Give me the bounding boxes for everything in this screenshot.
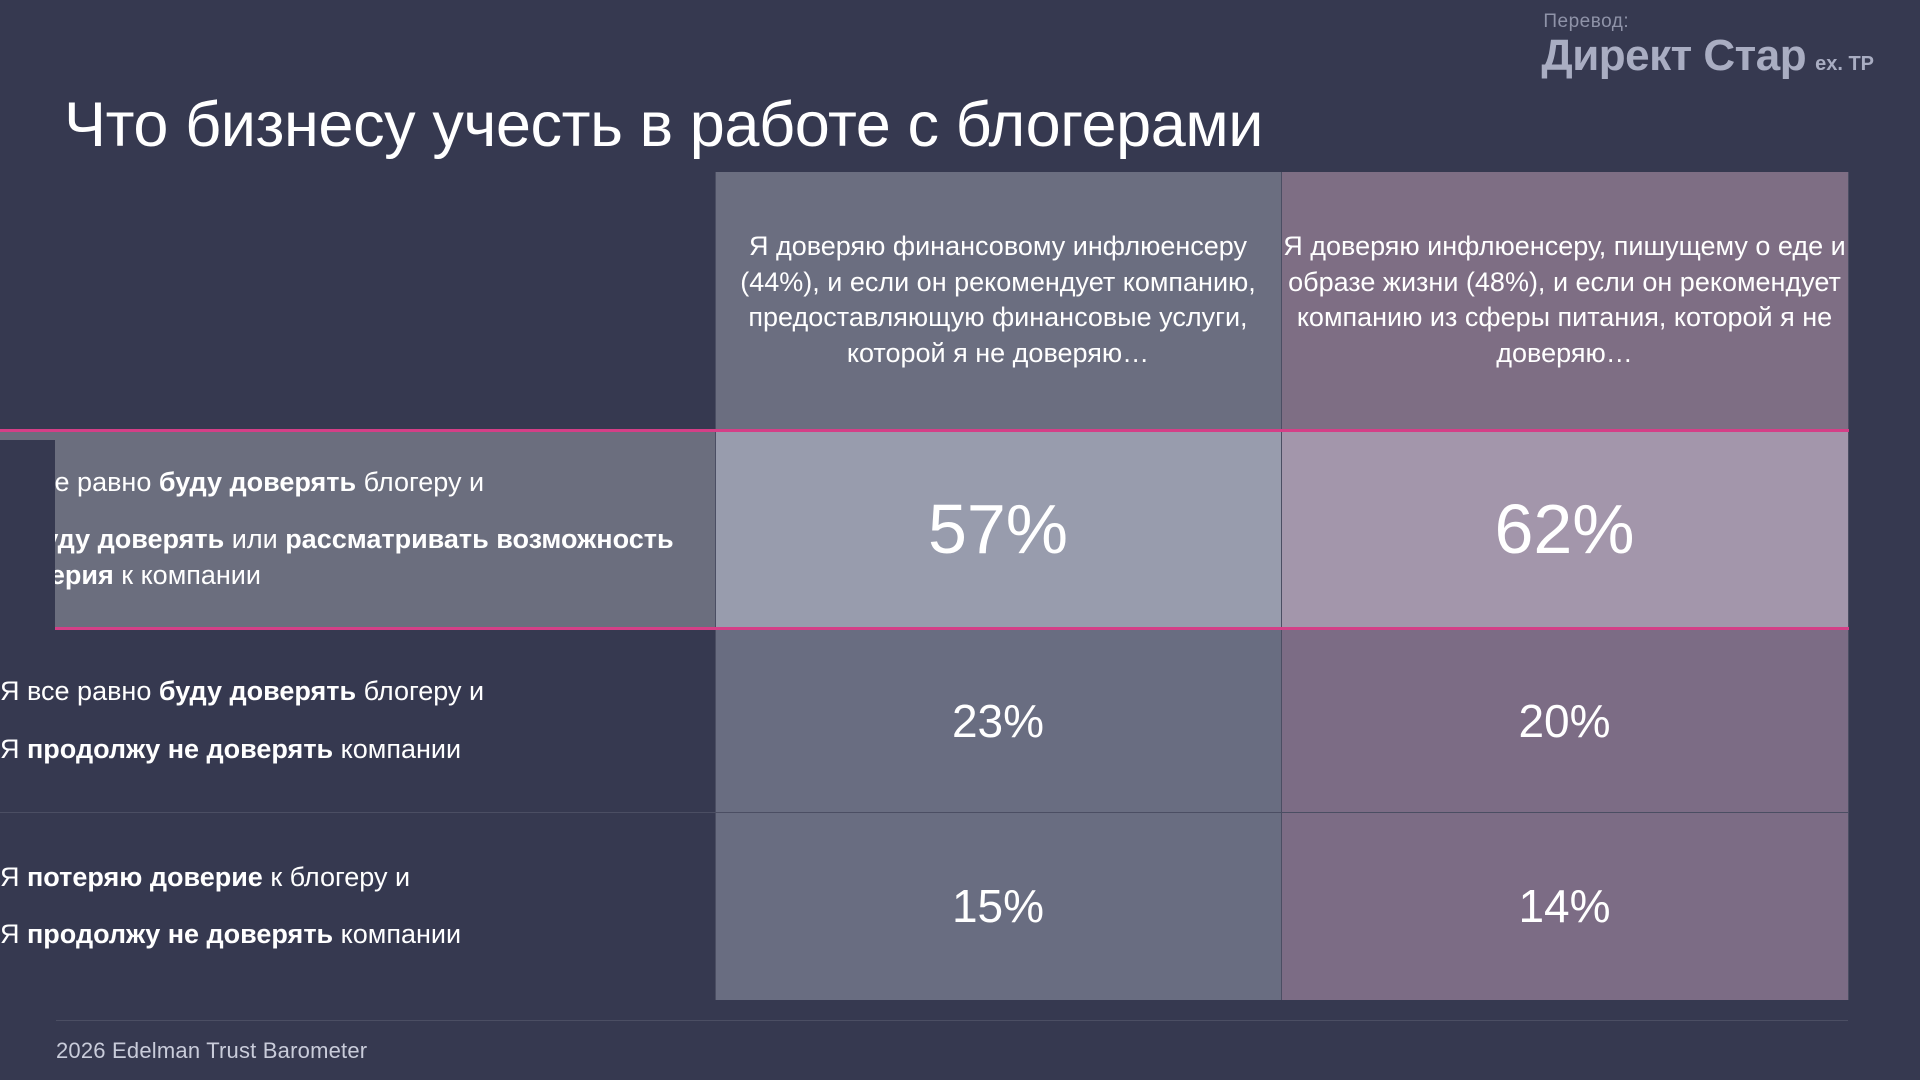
value-cell-financial: 57% <box>714 428 1282 630</box>
label-text-plain: или <box>224 524 286 555</box>
table-row: Я потеряю доверие к блогеру и Я продолжу… <box>0 812 1849 1000</box>
value-cell-food-lifestyle: 62% <box>1280 428 1849 630</box>
row-label-line-1: Я все равно буду доверять блогеру и <box>0 465 715 500</box>
label-text-bold: продолжу не доверять <box>27 919 334 950</box>
label-text-plain: к компании <box>113 559 261 590</box>
column-header-financial: Я доверяю финансовому инфлюенсеру (44%),… <box>714 172 1282 430</box>
table-row: Я все равно буду доверять блогеру и Я пр… <box>0 628 1849 813</box>
label-text-plain: Я все равно <box>0 467 159 498</box>
value-number: 15% <box>951 880 1045 933</box>
row-label-line-1: Я все равно буду доверять блогеру и <box>0 674 715 709</box>
value-number: 14% <box>1518 880 1611 933</box>
translator-logo: Перевод: Директ Стар ex. TP <box>1541 12 1874 78</box>
row-label-line-1: Я потеряю доверие к блогеру и <box>0 860 715 895</box>
table-body: Я все равно буду доверять блогеру и Я бу… <box>0 428 1849 1000</box>
logo-brand-suffix: ex. TP <box>1815 53 1874 75</box>
label-text-plain: компании <box>333 919 462 950</box>
table-head: Я доверяю финансовому инфлюенсеру (44%),… <box>0 172 1849 430</box>
logo-main-row: Директ Стар ex. TP <box>1541 34 1874 78</box>
value-number: 20% <box>1518 694 1611 747</box>
value-cell-food-lifestyle: 20% <box>1280 628 1849 813</box>
label-text-bold: продолжу не доверять <box>27 733 334 764</box>
row-label-line-2: Я продолжу не доверять компании <box>0 732 715 767</box>
row-label-trust-distrust: Я все равно буду доверять блогеру и Я пр… <box>0 628 715 813</box>
value-number: 23% <box>951 694 1045 747</box>
page-title: Что бизнесу учесть в работе с блогерами <box>64 90 1264 161</box>
label-text-plain: Я <box>0 919 27 950</box>
value-number: 57% <box>927 490 1069 568</box>
row-label-distrust-distrust: Я потеряю доверие к блогеру и Я продолжу… <box>0 812 715 1000</box>
label-text-plain: Я все равно <box>0 676 159 707</box>
label-text-bold: буду доверять <box>27 524 225 555</box>
logo-brand-name: Директ Стар <box>1541 31 1807 80</box>
footer-divider <box>56 1020 1848 1021</box>
label-text-plain: блогеру и <box>356 467 485 498</box>
value-cell-financial: 15% <box>714 812 1282 1000</box>
label-text-bold: буду доверять <box>158 676 357 707</box>
value-number: 62% <box>1494 490 1635 568</box>
label-text-plain: Я <box>0 733 27 764</box>
row-label-line-2: Я буду доверять или рассматривать возмож… <box>0 522 715 592</box>
row-label-line-2: Я продолжу не доверять компании <box>0 917 715 952</box>
header-spacer-cell <box>0 172 715 430</box>
label-text-plain: к блогеру и <box>262 862 411 893</box>
comparison-table: Я доверяю финансовому инфлюенсеру (44%),… <box>0 172 1849 1000</box>
value-cell-food-lifestyle: 14% <box>1280 812 1849 1000</box>
logo-prefix-label: Перевод: <box>1543 11 1630 32</box>
label-text-plain: Я <box>0 862 27 893</box>
row-label-trust-trust: Я все равно буду доверять блогеру и Я бу… <box>0 428 715 630</box>
table-header-row: Я доверяю финансовому инфлюенсеру (44%),… <box>0 172 1849 430</box>
label-text-plain: компании <box>333 733 462 764</box>
label-text-bold: потеряю доверие <box>27 862 263 893</box>
table-row: Я все равно буду доверять блогеру и Я бу… <box>0 428 1849 630</box>
column-header-food-lifestyle: Я доверяю инфлюенсеру, пишущему о еде и … <box>1280 172 1849 430</box>
label-text-bold: рассматривать возможность доверия <box>0 524 674 590</box>
label-text-bold: буду доверять <box>158 467 357 498</box>
label-text-plain: Я <box>0 524 27 555</box>
footer-source-label: 2026 Edelman Trust Barometer <box>56 1038 368 1063</box>
value-cell-financial: 23% <box>714 628 1282 813</box>
label-text-plain: блогеру и <box>356 676 485 707</box>
